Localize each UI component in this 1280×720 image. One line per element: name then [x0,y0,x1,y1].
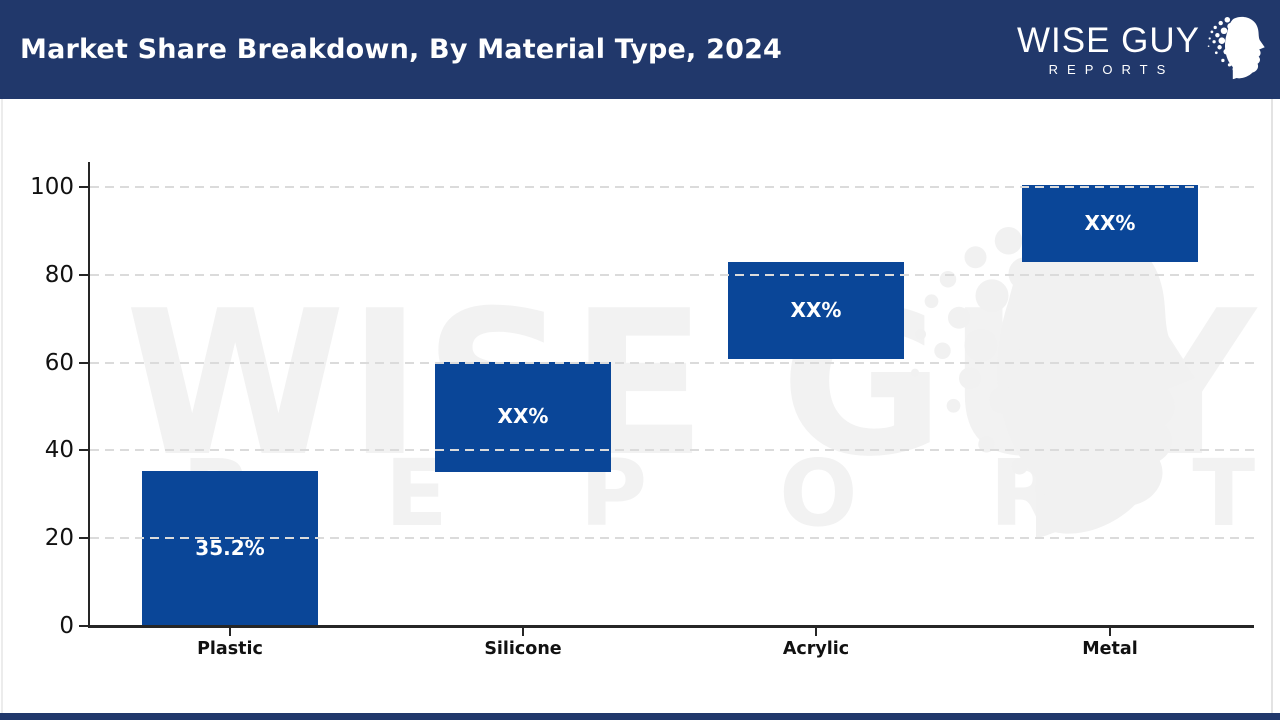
y-gridline [90,186,1260,188]
y-tick-label: 80 [44,262,74,288]
category-label-metal: Metal [1082,639,1138,659]
wiseguy-face-watermark-icon [910,226,1196,538]
y-tick-mark [79,625,89,627]
footer-bar [0,713,1280,720]
header-bar: Market Share Breakdown, By Material Type… [0,0,1280,99]
bar-value-label: 35.2% [195,535,265,560]
x-tick-mark [522,627,524,636]
y-tick-label: 0 [59,613,74,639]
y-tick-label: 40 [44,437,74,463]
y-gridline [90,449,1260,451]
y-gridline [90,362,1260,364]
bar-metal [1022,185,1198,262]
y-tick-mark [79,537,89,539]
bar-acrylic [728,262,904,359]
y-tick-mark [79,186,89,188]
chart-left-border [1,99,3,713]
x-tick-mark [815,627,817,636]
bar-silicone [435,362,611,472]
wiseguy-face-icon [1207,16,1265,80]
y-tick-mark [79,449,89,451]
bar-value-label: XX% [1084,210,1136,235]
logo-wise-guy-label: WISE GUY [1016,20,1200,60]
category-label-silicone: Silicone [484,639,562,659]
y-gridline [90,274,1260,276]
category-label-plastic: Plastic [197,639,263,659]
chart-right-border [1271,99,1273,713]
y-gridline [90,537,1260,539]
page-title: Market Share Breakdown, By Material Type… [20,34,783,65]
x-axis-line [88,625,1254,628]
y-axis-line [88,162,90,628]
y-tick-label: 20 [44,525,74,551]
bar-plastic [142,471,318,626]
bar-value-label: XX% [790,297,842,322]
y-tick-label: 100 [30,174,74,200]
y-tick-label: 60 [44,350,74,376]
x-tick-mark [1109,627,1111,636]
wiseguy-logo: WISE GUY REPORTS [1017,8,1268,92]
wiseguy-logo-text: WISE GUY REPORTS [1016,20,1200,78]
category-label-acrylic: Acrylic [782,639,850,659]
bar-value-label: XX% [497,404,549,428]
y-tick-mark [79,362,89,364]
y-tick-mark [79,274,89,276]
logo-reports-label: REPORTS [1048,62,1175,78]
x-tick-mark [229,627,231,636]
